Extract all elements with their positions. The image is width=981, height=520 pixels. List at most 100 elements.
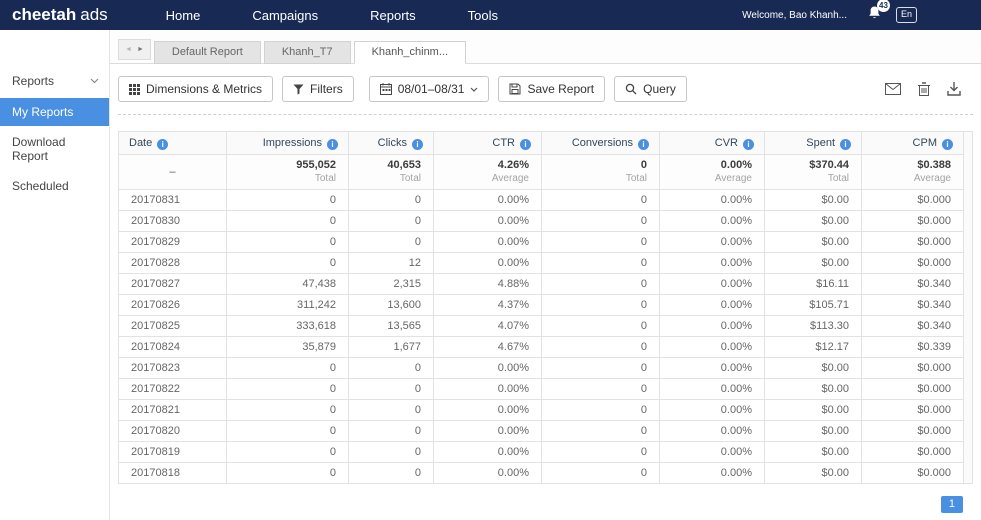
total-cell-cvr: 0.00% Average [659,153,765,191]
column-header-conversions[interactable]: Conversions i [541,131,660,155]
notifications-bell[interactable]: 43 [867,0,890,26]
table-row: 20170823 0 0 0.00% 0 0.00% $0.00 $0.000 [118,357,964,380]
info-icon[interactable]: i [942,138,953,150]
download-icon[interactable] [947,82,961,96]
sidebar: Reports My Reports Download Report Sched… [0,30,110,520]
sidebar-item-my-reports[interactable]: My Reports [0,98,109,126]
table-row: 20170831 0 0 0.00% 0 0.00% $0.00 $0.000 [118,189,964,212]
nav-item-campaigns[interactable]: Campaigns [252,7,319,23]
column-label: Conversions [571,136,633,149]
brand-logo[interactable]: cheetah ads [12,5,108,25]
tab-khanh-t7[interactable]: Khanh_T7 [263,41,351,64]
cell-cvr: 0.00% [659,462,765,485]
nav-item-reports[interactable]: Reports [370,7,416,23]
column-header-ctr[interactable]: CTR i [433,131,542,155]
column-label: CVR [714,136,738,149]
cell-spent: $113.30 [764,315,862,338]
page-layout: Reports My Reports Download Report Sched… [0,30,981,520]
filters-button[interactable]: Filters [282,76,354,102]
table-total-row: –955,052 Total 40,653 Total 4.26% Average 0 Tot… [118,153,964,191]
query-button[interactable]: Query [614,76,687,102]
info-icon[interactable]: i [840,138,851,150]
cell-ctr: 4.37% [433,294,542,317]
total-cell-clicks: 40,653 Total [348,153,434,191]
cell-conversions: 0 [541,210,660,233]
cell-ctr: 4.67% [433,336,542,359]
email-icon[interactable] [885,83,901,95]
cell-spent: $12.17 [764,336,862,359]
table-row: 20170830 0 0 0.00% 0 0.00% $0.00 $0.000 [118,210,964,233]
cell-cvr: 0.00% [659,252,765,275]
info-icon[interactable]: i [743,138,754,150]
column-header-spent[interactable]: Spent i [764,131,862,155]
column-label: CPM [912,136,937,149]
save-icon [509,83,521,95]
tab-scroll-left-icon[interactable]: ◄ [125,46,132,53]
language-selector[interactable]: En [895,7,917,23]
column-header-impressions[interactable]: Impressions i [226,131,349,155]
table-header-row: Date i Impressions i Clicks i CTR i Conversions i… [118,131,964,155]
cell-date: 20170830 [118,210,227,233]
column-header-clicks[interactable]: Clicks i [348,131,434,155]
pagination-page-1[interactable]: 1 [940,496,963,513]
cell-ctr: 0.00% [433,210,542,233]
cell-spent: $0.00 [764,210,862,233]
info-icon[interactable]: i [412,138,423,150]
table-scrollbar[interactable] [964,131,973,485]
tab-khanh-chinm[interactable]: Khanh_chinm... [353,41,467,64]
info-icon[interactable]: i [520,138,531,150]
cell-cpm: $0.340 [861,315,964,338]
cell-spent: $0.00 [764,357,862,380]
cell-impressions: 0 [226,441,349,464]
cell-clicks: 0 [348,420,434,443]
filter-funnel-icon [293,84,304,95]
nav-item-home[interactable]: Home [165,7,201,23]
tab-default-report[interactable]: Default Report [153,41,261,64]
info-icon[interactable]: i [638,138,649,150]
cell-spent: $0.00 [764,441,862,464]
cell-date: 20170831 [118,189,227,212]
column-label: Date [129,136,153,149]
sidebar-section-label: Reports [12,74,55,88]
main-nav: Home Campaigns Reports Tools [166,8,498,23]
cell-clicks: 0 [348,378,434,401]
username-menu[interactable]: Bao Khanh... [789,9,847,21]
sidebar-section-reports[interactable]: Reports [0,66,109,96]
dimensions-metrics-label: Dimensions & Metrics [146,82,263,96]
cell-impressions: 0 [226,231,349,254]
cell-impressions: 0 [226,189,349,212]
cell-spent: $16.11 [764,273,862,296]
cell-conversions: 0 [541,231,660,254]
cell-ctr: 0.00% [433,378,542,401]
cell-date: 20170823 [118,357,227,380]
table-row: 20170818 0 0 0.00% 0 0.00% $0.00 $0.000 [118,462,964,485]
sidebar-item-scheduled[interactable]: Scheduled [12,179,69,193]
column-header-cvr[interactable]: CVR i [659,131,765,155]
cell-cvr: 0.00% [659,315,765,338]
cell-clicks: 0 [348,231,434,254]
column-header-cpm[interactable]: CPM i [861,131,964,155]
info-icon[interactable]: i [157,138,169,150]
sidebar-item-download-report[interactable]: Download Report [12,135,66,163]
report-tabbar: ◄ ► Default Report Khanh_T7 Khanh_chinm.… [110,30,981,64]
date-range-button[interactable]: 08/01–08/31 [368,76,490,102]
cell-date: 20170820 [118,420,227,443]
column-header-date[interactable]: Date i [118,131,227,155]
navbar-right: Welcome, Bao Khanh... 43 En [742,0,917,26]
trash-icon[interactable] [918,82,930,96]
cell-cpm: $0.000 [861,441,964,464]
save-report-button[interactable]: Save Report [498,76,606,102]
cell-cvr: 0.00% [659,441,765,464]
cell-ctr: 0.00% [433,357,542,380]
brand-bold: cheetah [12,5,77,24]
tab-scroll-right-icon[interactable]: ► [136,46,144,53]
cell-cpm: $0.000 [861,399,964,422]
cell-cvr: 0.00% [659,357,765,380]
dimensions-metrics-button[interactable]: Dimensions & Metrics [118,76,274,102]
table-row: 20170829 0 0 0.00% 0 0.00% $0.00 $0.000 [118,231,964,254]
cell-clicks: 0 [348,210,434,233]
cell-date: 20170822 [118,378,227,401]
info-icon[interactable]: i [327,138,338,150]
nav-item-tools[interactable]: Tools [467,7,499,23]
cell-impressions: 0 [226,378,349,401]
